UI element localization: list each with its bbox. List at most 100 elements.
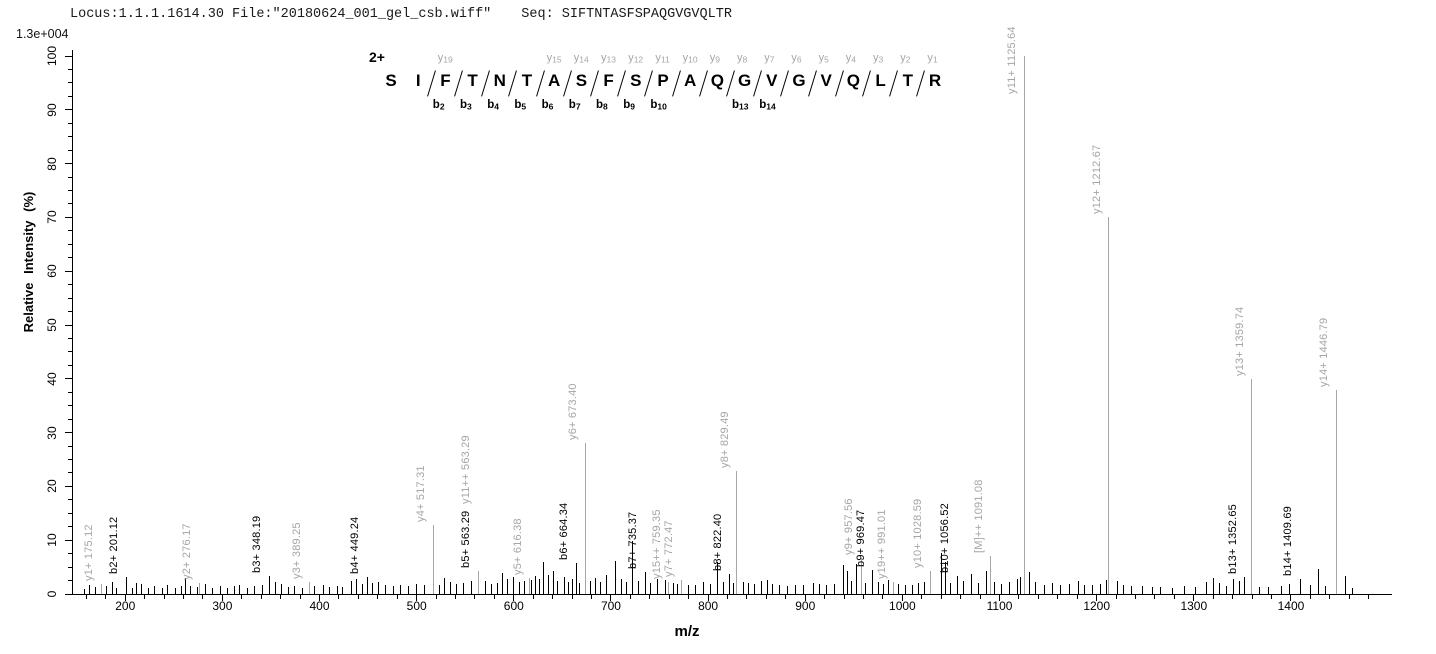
background-peak <box>1183 586 1185 594</box>
y-axis-minor-tick <box>68 405 72 407</box>
background-peak <box>1195 587 1197 594</box>
background-peak <box>819 584 821 594</box>
peak-label: b3+ 348.19 <box>251 515 264 573</box>
x-axis-tick <box>1096 595 1098 601</box>
labeled-peak <box>1335 389 1337 594</box>
b-ion-sequence-label: b4 <box>487 99 499 112</box>
y-axis-scale-note: 1.3e+004 <box>16 27 69 41</box>
x-axis-tick <box>416 595 418 601</box>
background-peak <box>766 580 768 594</box>
background-peak <box>175 587 177 594</box>
y-axis-minor-tick <box>68 257 72 259</box>
x-axis-tick <box>319 595 321 601</box>
peak-label: y4+ 517.31 <box>415 465 428 523</box>
background-peak <box>153 585 155 594</box>
background-peak <box>189 585 191 594</box>
b-ion-sequence-label: b3 <box>460 99 472 112</box>
background-peak <box>851 581 853 594</box>
peak-label: y11++ 563.29 <box>460 435 473 505</box>
background-peak <box>136 582 138 594</box>
x-axis-minor-tick <box>202 595 204 599</box>
background-peak <box>1083 584 1085 594</box>
residue: P <box>657 71 669 90</box>
labeled-peak <box>860 558 862 594</box>
labeled-peak <box>929 571 931 594</box>
x-axis-minor-tick <box>1154 595 1156 599</box>
background-peak <box>944 562 946 594</box>
x-axis-minor-tick <box>629 595 631 599</box>
background-peak <box>1233 579 1235 594</box>
y-axis-minor-tick <box>68 230 72 232</box>
y-axis-tick <box>65 55 72 57</box>
y-axis-minor-tick <box>68 364 72 366</box>
residue: F <box>603 71 614 90</box>
x-axis-minor-tick <box>1232 595 1234 599</box>
background-peak <box>501 573 503 594</box>
x-axis-minor-tick <box>1212 595 1214 599</box>
background-peak <box>1317 568 1319 594</box>
labeled-peak <box>584 443 586 594</box>
x-axis-minor-tick <box>338 595 340 599</box>
background-peak <box>361 583 363 594</box>
b-ion-sequence-label: b7 <box>568 99 581 112</box>
y-axis-minor-tick <box>68 499 72 501</box>
x-tick-label: 200 <box>115 599 136 613</box>
x-axis-minor-tick <box>1076 595 1078 599</box>
x-axis-minor-tick <box>377 595 379 599</box>
background-peak <box>212 587 214 594</box>
background-peak <box>88 584 90 594</box>
x-axis-minor-tick <box>1057 595 1059 599</box>
background-peak <box>1205 581 1207 594</box>
background-peak <box>1218 582 1220 594</box>
background-peak <box>184 578 186 594</box>
labeled-peak <box>1023 56 1025 594</box>
background-peak <box>196 587 198 594</box>
background-peak <box>977 582 979 594</box>
y-axis-tick <box>65 109 72 111</box>
labeled-peak <box>268 575 270 594</box>
y-ion-sequence-label: y6 <box>791 52 802 65</box>
background-peak <box>141 583 143 594</box>
background-peak <box>281 584 283 594</box>
peak-label: y2+ 276.17 <box>181 523 194 581</box>
labeled-peak <box>990 556 992 594</box>
y-ion-sequence-label: y4 <box>845 52 857 65</box>
background-peak <box>94 587 96 594</box>
background-peak <box>994 582 996 594</box>
background-peak <box>470 580 472 594</box>
y-ion-sequence-label: y8 <box>737 52 748 65</box>
y-axis-minor-tick <box>68 297 72 299</box>
x-axis-minor-tick <box>746 595 748 599</box>
residue: R <box>928 71 942 90</box>
residue: G <box>737 71 752 90</box>
residue: Q <box>710 71 724 90</box>
x-axis-minor-tick <box>1135 595 1137 599</box>
background-peak <box>1016 579 1018 594</box>
background-peak <box>534 576 536 594</box>
x-axis-minor-tick <box>260 595 262 599</box>
background-peak <box>385 585 387 594</box>
background-peak <box>444 578 446 594</box>
peak-label: y15++ 759.35 <box>650 509 663 580</box>
y-tick-label: 50 <box>45 318 59 332</box>
background-peak <box>1020 577 1022 594</box>
y-axis-minor-tick <box>68 311 72 313</box>
x-axis-tick <box>804 595 806 601</box>
background-peak <box>940 552 942 594</box>
background-peak <box>694 585 696 594</box>
y-tick-label: 20 <box>45 479 59 494</box>
x-axis-minor-tick <box>882 595 884 599</box>
y-ion-sequence-label: y5 <box>818 52 829 65</box>
residue: T <box>902 71 913 90</box>
header-line: Locus:1.1.1.1614.30 File:"20180624_001_g… <box>70 7 732 22</box>
precursor-charge-label: 2+ <box>369 49 385 65</box>
x-axis-minor-tick <box>765 595 767 599</box>
residue: G <box>792 71 806 90</box>
y-ion-sequence-label: y2 <box>900 52 911 65</box>
b-ion-sequence-label: b9 <box>623 99 635 112</box>
background-peak <box>748 582 750 594</box>
b-ion-sequence-label: b6 <box>541 99 554 112</box>
y-axis-minor-tick <box>68 243 72 245</box>
background-peak <box>181 586 183 594</box>
background-peak <box>538 579 540 594</box>
